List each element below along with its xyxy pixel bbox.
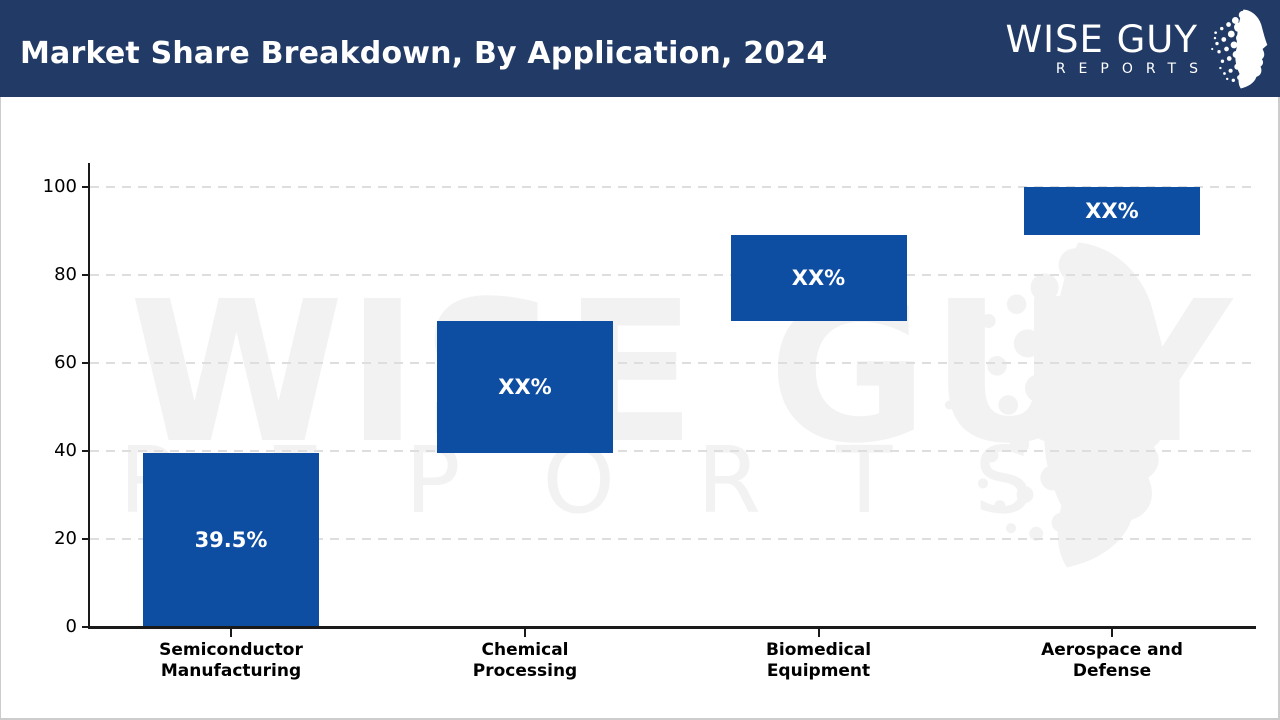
x-axis-tick [230,629,232,637]
bar-chemical-processing: XX% [437,321,613,454]
y-axis-line [88,163,90,627]
x-axis-line [88,626,1256,629]
bar-value-label: XX% [498,375,552,400]
watermark-head-icon [899,237,1179,573]
x-axis-tick [1111,629,1113,637]
gridline [90,186,1254,188]
x-axis-tick [524,629,526,637]
gridline [90,450,1254,452]
page-title: Market Share Breakdown, By Application, … [20,36,828,71]
gridline [90,362,1254,364]
y-axis-tick [82,274,89,276]
y-axis-tick-label: 60 [54,352,77,373]
bar-biomedical-equipment: XX% [730,235,907,322]
y-axis-tick [82,450,89,452]
header-bar: Market Share Breakdown, By Application, … [0,0,1280,97]
gridline [90,274,1254,276]
logo-text: WISE GUY REPORTS [1005,18,1198,78]
watermark-line1: WISE GUY [129,259,1234,486]
x-axis-label: Chemical Processing [472,640,578,681]
chart-area: WISE GUY REPORTS 0 20 40 60 80 100 39.5% Semico… [0,97,1280,720]
y-axis-tick [82,538,89,540]
logo-sub-text: REPORTS [1055,61,1211,77]
y-axis-tick-label: 80 [54,264,77,285]
y-axis-tick [82,186,89,188]
bar-value-label: 39.5% [194,528,268,553]
x-axis-label: Biomedical Equipment [765,640,872,681]
bar-value-label: XX% [1085,199,1139,224]
x-axis-label: Semiconductor Manufacturing [159,640,303,681]
logo-brand-text: WISE GUY [1005,18,1198,61]
bar-value-label: XX% [791,266,846,291]
y-axis-tick-label: 100 [42,176,77,197]
gridline [90,538,1254,540]
bar-semiconductor-manufacturing: 39.5% [143,453,319,627]
y-axis-tick [82,626,89,628]
x-axis-label: Aerospace and Defense [1041,640,1183,681]
logo-head-icon [1200,8,1268,90]
x-axis-tick [817,629,820,637]
y-axis-tick-label: 20 [54,528,77,549]
brand-logo: WISE GUY REPORTS [1006,5,1268,93]
y-axis-tick [82,362,89,364]
y-axis-tick-label: 40 [54,440,77,461]
y-axis-tick-label: 0 [65,616,77,637]
bar-aerospace-and-defense: XX% [1024,187,1200,236]
